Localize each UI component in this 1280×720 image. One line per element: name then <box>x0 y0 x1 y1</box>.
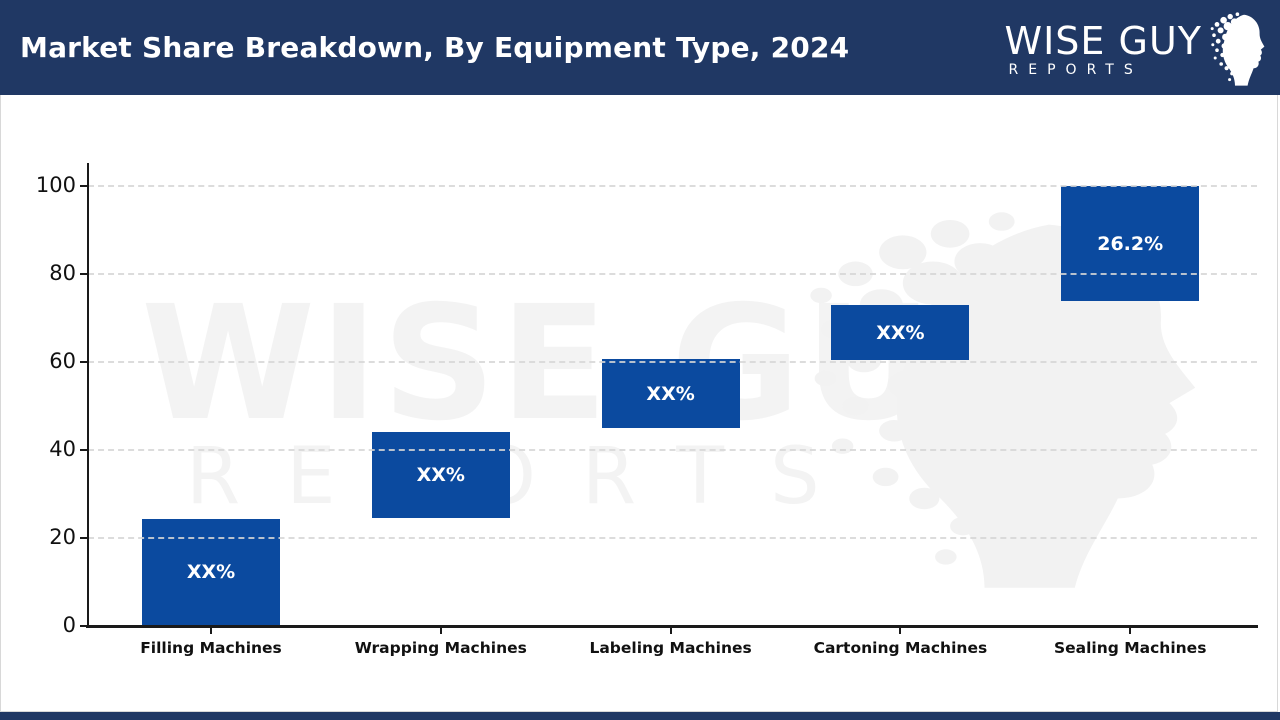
header: Market Share Breakdown, By Equipment Typ… <box>0 0 1280 95</box>
logo-primary-text: WISE GUY <box>1004 18 1202 63</box>
watermark-text-secondary: REPORTS <box>186 432 866 522</box>
page-title: Market Share Breakdown, By Equipment Typ… <box>20 31 850 64</box>
watermark-head-icon <box>810 212 1196 588</box>
wise-guy-logo: WISE GUY REPORTS <box>1005 8 1268 90</box>
head-profile-icon <box>1210 12 1265 86</box>
logo-text: WISE GUY REPORTS <box>1005 22 1202 77</box>
footer-accent-bar <box>0 712 1280 720</box>
chart-surface: WISE GUY REPORTS <box>0 95 1278 712</box>
logo-secondary-text: REPORTS <box>1008 61 1143 78</box>
